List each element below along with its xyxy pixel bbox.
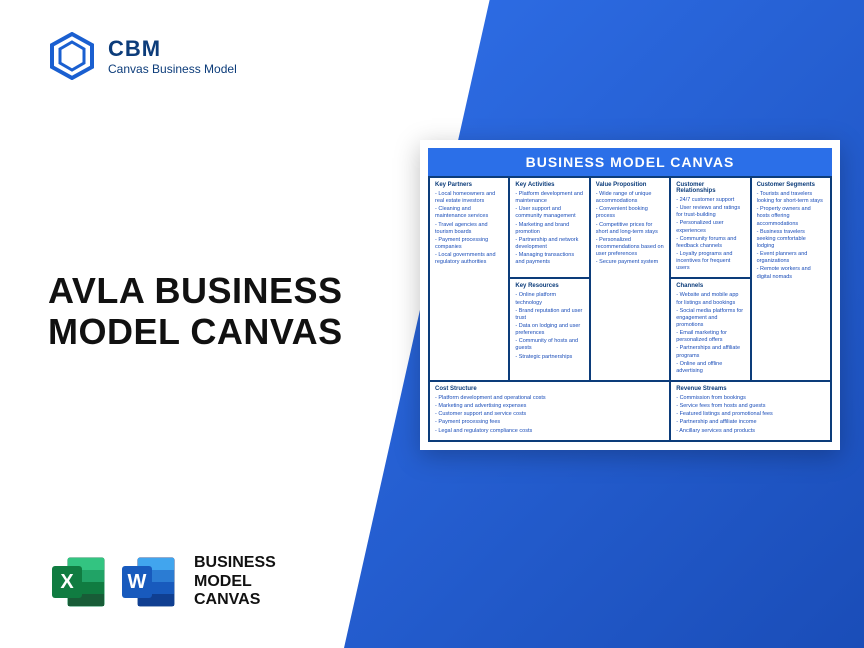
svg-text:W: W	[128, 571, 147, 593]
list-item: Secure payment system	[596, 259, 664, 266]
canvas-grid: Key Partners Local homeowners and real e…	[428, 176, 832, 442]
list-item: Website and mobile app for listings and …	[676, 292, 744, 306]
list-item: Service fees from hosts and guests	[676, 403, 825, 410]
list-item: 24/7 customer support	[676, 197, 744, 204]
list-item: Event planners and organizations	[757, 251, 825, 265]
list-item: Local homeowners and real estate investo…	[435, 191, 503, 205]
word-icon: W	[118, 552, 178, 612]
list-item: Payment processing companies	[435, 237, 503, 251]
canvas-card: BUSINESS MODEL CANVAS Key Partners Local…	[420, 140, 840, 450]
cell-channels: Channels Website and mobile app for list…	[670, 278, 750, 381]
cell-customer-relationships: Customer Relationships 24/7 customer sup…	[670, 177, 750, 278]
cell-cost-structure: Cost Structure Platform development and …	[429, 381, 670, 441]
list-item: Partnerships and affiliate programs	[676, 345, 744, 359]
list-item: Social media platforms for engagement an…	[676, 308, 744, 329]
cell-key-resources: Key Resources Online platform technology…	[509, 278, 589, 381]
list-item: Email marketing for personalized offers	[676, 330, 744, 344]
list-item: Platform development and operational cos…	[435, 395, 664, 402]
list-item: Personalized recommendations based on us…	[596, 237, 664, 258]
list-item: Ancillary services and products	[676, 428, 825, 435]
svg-text:X: X	[60, 571, 74, 593]
list-item: Featured listings and promotional fees	[676, 411, 825, 418]
cell-value-proposition: Value Proposition Wide range of unique a…	[590, 177, 670, 381]
list-item: Managing transactions and payments	[515, 252, 583, 266]
list-item: Marketing and brand promotion	[515, 222, 583, 236]
bottom-label: BUSINESS MODEL CANVAS	[194, 554, 276, 609]
excel-icon: X	[48, 552, 108, 612]
list-item: Commission from bookings	[676, 395, 825, 402]
list-item: Personalized user experiences	[676, 220, 744, 234]
list-item: Competitive prices for short and long-te…	[596, 222, 664, 236]
list-item: Community of hosts and guests	[515, 338, 583, 352]
list-item: Online platform technology	[515, 292, 583, 306]
logo-block: CBM Canvas Business Model	[48, 32, 237, 80]
cell-key-activities: Key Activities Platform development and …	[509, 177, 589, 278]
logo-brand: CBM	[108, 36, 237, 62]
title-line-2: MODEL CANVAS	[48, 311, 343, 352]
list-item: Partnership and network development	[515, 237, 583, 251]
list-item: Cleaning and maintenance services	[435, 206, 503, 220]
list-item: User support and community management	[515, 206, 583, 220]
list-item: Remote workers and digital nomads	[757, 266, 825, 280]
list-item: Brand reputation and user trust	[515, 308, 583, 322]
hex-logo-icon	[48, 32, 96, 80]
logo-tagline: Canvas Business Model	[108, 62, 237, 76]
list-item: Tourists and travelers looking for short…	[757, 191, 825, 205]
list-item: Customer support and service costs	[435, 411, 664, 418]
list-item: Local governments and regulatory authori…	[435, 252, 503, 266]
title-line-1: AVLA BUSINESS	[48, 270, 343, 311]
list-item: Data on lodging and user preferences	[515, 323, 583, 337]
list-item: Convenient booking process	[596, 206, 664, 220]
list-item: Wide range of unique accommodations	[596, 191, 664, 205]
list-item: Platform development and maintenance	[515, 191, 583, 205]
bottom-apps-block: X W BUSINESS MODEL CANVAS	[48, 552, 276, 612]
list-item: Marketing and advertising expenses	[435, 403, 664, 410]
list-item: Property owners and hosts offering accom…	[757, 206, 825, 227]
list-item: Travel agencies and tourism boards	[435, 222, 503, 236]
canvas-header: BUSINESS MODEL CANVAS	[428, 148, 832, 176]
list-item: Legal and regulatory compliance costs	[435, 428, 664, 435]
list-item: Loyalty programs and incentives for freq…	[676, 251, 744, 272]
cell-key-partners: Key Partners Local homeowners and real e…	[429, 177, 509, 381]
page-title: AVLA BUSINESS MODEL CANVAS	[48, 270, 343, 353]
list-item: Partnership and affiliate income	[676, 419, 825, 426]
list-item: Online and offline advertising	[676, 361, 744, 375]
list-item: Business travelers seeking comfortable l…	[757, 229, 825, 250]
cell-customer-segments: Customer Segments Tourists and travelers…	[751, 177, 831, 381]
list-item: User reviews and ratings for trust-build…	[676, 205, 744, 219]
list-item: Strategic partnerships	[515, 354, 583, 361]
cell-revenue-streams: Revenue Streams Commission from bookings…	[670, 381, 831, 441]
list-item: Community forums and feedback channels	[676, 236, 744, 250]
list-item: Payment processing fees	[435, 419, 664, 426]
